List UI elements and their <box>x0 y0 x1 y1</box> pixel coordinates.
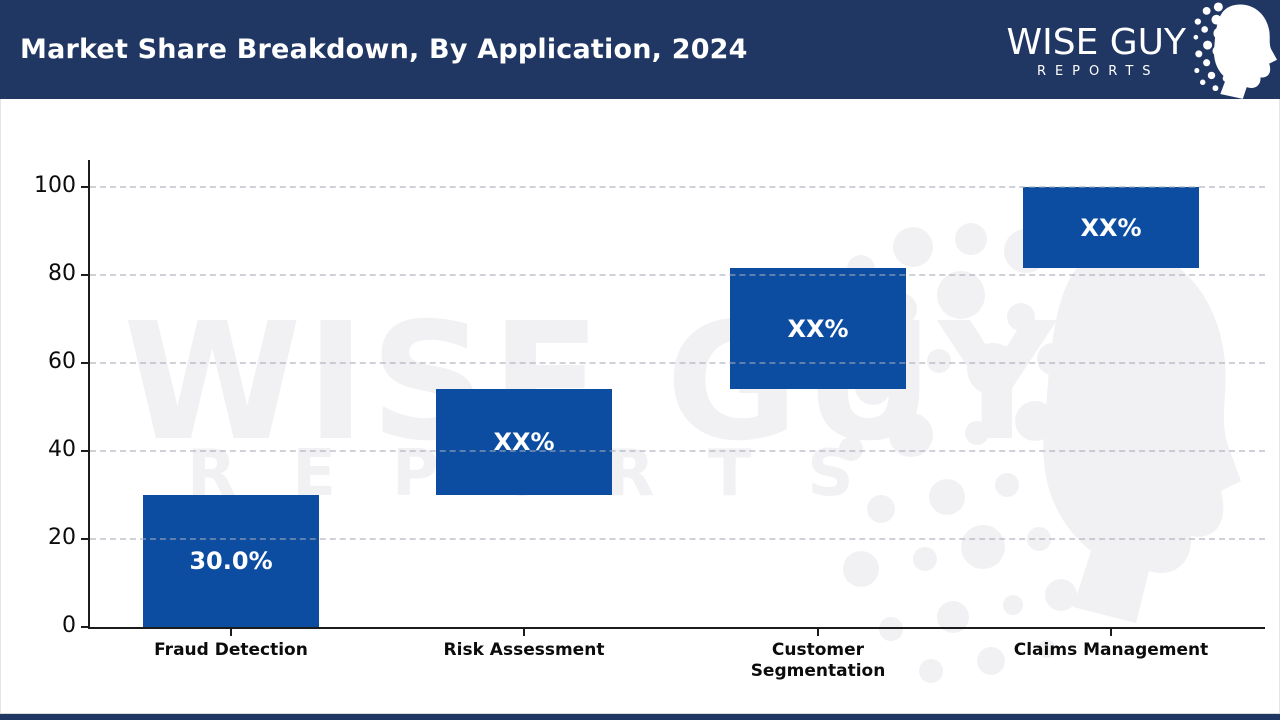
y-axis-tick <box>81 186 90 188</box>
x-axis-spine <box>88 627 1265 629</box>
y-axis-tick <box>81 450 90 452</box>
x-axis-tick <box>230 629 232 636</box>
bar-value-label: XX% <box>787 314 849 343</box>
bar-value-label: 30.0% <box>189 547 273 575</box>
x-axis-category-label: Customer Segmentation <box>750 640 886 681</box>
y-axis-tick <box>81 362 90 364</box>
y-axis-tick-label: 20 <box>48 525 76 550</box>
x-axis-category-label: Fraud Detection <box>154 640 308 660</box>
x-axis-tick <box>817 629 819 636</box>
logo-text: WISE GUY REPORTS <box>1006 22 1187 80</box>
chart-canvas: WISE GUY REPORTS 02040608010030.0%XX%XX%… <box>0 99 1280 714</box>
y-axis-tick-label: 80 <box>48 261 76 286</box>
wise-guy-logo: WISE GUY REPORTS <box>1007 0 1279 99</box>
logo-subtitle: REPORTS <box>1036 64 1160 79</box>
y-axis-tick-label: 100 <box>34 173 76 198</box>
header-banner: Market Share Breakdown, By Application, … <box>0 0 1280 99</box>
y-axis-tick-label: 40 <box>48 437 76 462</box>
footer-bar <box>0 714 1280 720</box>
waterfall-bar-claims-management: XX% <box>1023 187 1199 269</box>
x-axis-tick <box>523 629 525 636</box>
y-axis-tick <box>81 274 90 276</box>
logo-head-icon <box>1193 2 1278 99</box>
y-gridline <box>90 274 1265 276</box>
y-gridline <box>90 186 1265 188</box>
x-axis-category-label: Claims Management <box>1013 640 1209 660</box>
y-axis-tick-label: 60 <box>48 349 76 374</box>
y-axis-tick-label: 0 <box>62 613 76 638</box>
y-axis-spine <box>88 160 90 629</box>
x-axis-tick <box>1110 629 1112 636</box>
waterfall-bar-fraud-detection: 30.0% <box>143 495 319 627</box>
page-title: Market Share Breakdown, By Application, … <box>20 34 748 65</box>
y-gridline <box>90 538 1265 540</box>
waterfall-bar-risk-assessment: XX% <box>436 389 612 495</box>
logo-wordmark: WISE GUY <box>1006 22 1187 63</box>
x-axis-category-label: Risk Assessment <box>443 640 605 660</box>
waterfall-bar-customer-segmentation: XX% <box>730 268 906 390</box>
y-gridline <box>90 450 1265 452</box>
y-axis-tick <box>81 626 90 628</box>
bar-value-label: XX% <box>1080 213 1142 242</box>
y-axis-tick <box>81 538 90 540</box>
y-gridline <box>90 362 1265 364</box>
